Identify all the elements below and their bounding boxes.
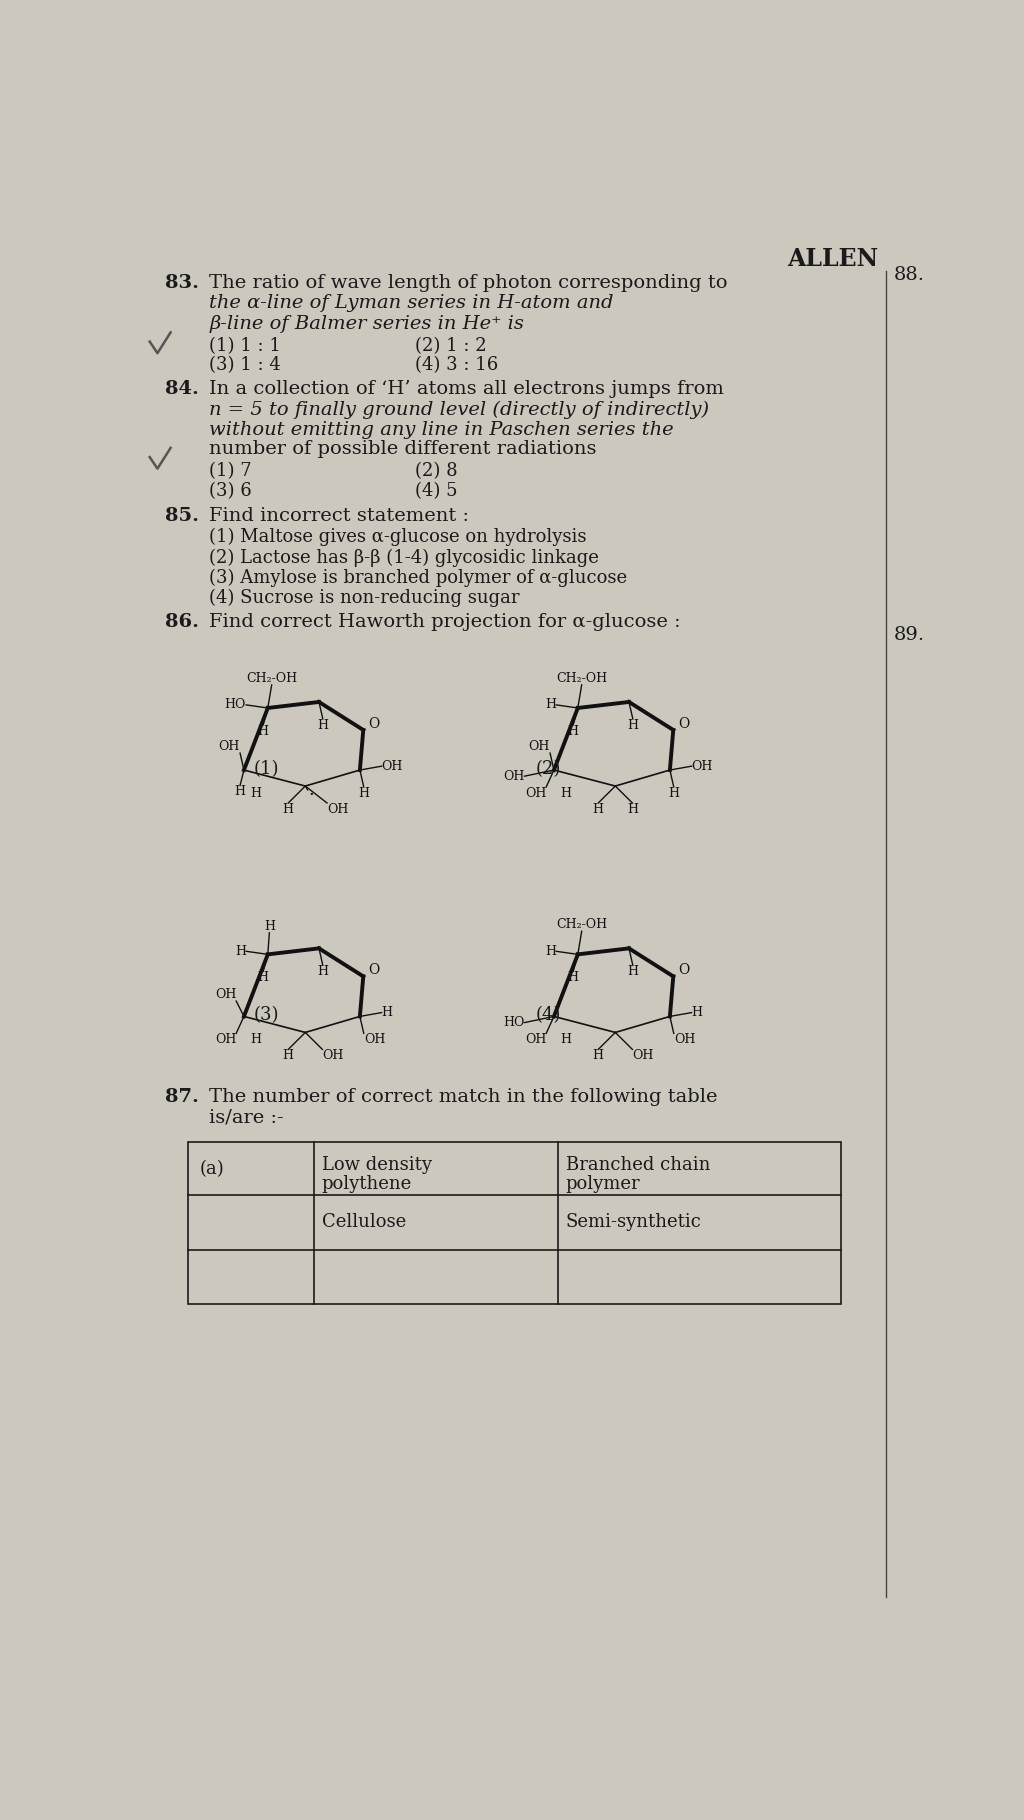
Text: (2): (2) [536,761,560,777]
Text: (4) 5: (4) 5 [415,482,458,500]
Text: H: H [560,786,571,801]
Text: (4) 3 : 16: (4) 3 : 16 [415,357,498,375]
Text: O: O [678,717,689,732]
Text: CH₂-OH: CH₂-OH [556,672,607,684]
Bar [188,1143,841,1305]
Text: ·: · [308,786,314,804]
Text: (1): (1) [254,761,280,777]
Text: Cellulose: Cellulose [322,1214,406,1232]
Text: (2) 1 : 2: (2) 1 : 2 [415,337,486,355]
Text: H: H [567,724,579,737]
Text: H: H [234,786,246,799]
Text: the α-line of Lyman series in H-atom and: the α-line of Lyman series in H-atom and [209,295,613,313]
Text: OH: OH [215,988,237,1001]
Text: H: H [382,1006,392,1019]
Text: is/are :-: is/are :- [209,1108,284,1127]
Text: (4) Sucrose is non-reducing sugar: (4) Sucrose is non-reducing sugar [209,590,520,608]
Text: Find correct Haworth projection for α-glucose :: Find correct Haworth projection for α-gl… [209,613,681,630]
Text: OH: OH [633,1050,653,1063]
Text: (3): (3) [254,1006,280,1025]
Text: (a): (a) [200,1159,225,1178]
Text: (3) Amylose is branched polymer of α-glucose: (3) Amylose is branched polymer of α-glu… [209,570,628,588]
Text: H: H [258,972,268,985]
Text: OH: OH [525,1034,546,1046]
Text: OH: OH [528,741,550,753]
Text: OH: OH [382,759,403,774]
Text: H: H [593,1050,604,1063]
Text: OH: OH [327,803,348,815]
Text: H: H [258,724,268,737]
Text: H: H [283,1050,294,1063]
Text: ALLEN: ALLEN [786,248,878,271]
Text: H: H [264,919,274,934]
Text: OH: OH [691,759,713,774]
Text: 86.: 86. [165,613,200,630]
Text: H: H [317,965,329,979]
Text: n = 5 to finally ground level (directly of indirectly): n = 5 to finally ground level (directly … [209,400,710,419]
Text: OH: OH [364,1034,385,1046]
Text: number of possible different radiations: number of possible different radiations [209,440,597,459]
Text: Find incorrect statement :: Find incorrect statement : [209,508,469,524]
Text: OH: OH [215,1034,237,1046]
Text: OH: OH [219,741,240,753]
Text: OH: OH [323,1050,344,1063]
Text: H: H [628,965,638,979]
Text: H: H [593,803,604,815]
Text: In a collection of ‘H’ atoms all electrons jumps from: In a collection of ‘H’ atoms all electro… [209,380,724,399]
Text: (4): (4) [536,1006,560,1025]
Text: 85.: 85. [165,508,200,524]
Text: H: H [567,972,579,985]
Text: β-line of Balmer series in He⁺ is: β-line of Balmer series in He⁺ is [209,315,524,333]
Text: CH₂-OH: CH₂-OH [556,919,607,932]
Text: H: H [358,786,370,801]
Text: H: H [250,786,261,801]
Text: HO: HO [503,1016,524,1028]
Text: O: O [678,963,689,977]
Text: 84.: 84. [165,380,199,399]
Text: (1) 1 : 1: (1) 1 : 1 [209,337,282,355]
Text: H: H [236,945,246,957]
Text: (3) 6: (3) 6 [209,482,252,500]
Text: O: O [368,717,379,732]
Text: Branched chain: Branched chain [566,1156,711,1174]
Text: (2) Lactose has β-β (1-4) glycosidic linkage: (2) Lactose has β-β (1-4) glycosidic lin… [209,548,599,566]
Text: H: H [545,945,556,957]
Text: H: H [627,803,638,815]
Text: 83.: 83. [165,273,200,291]
Text: without emitting any line in Paschen series the: without emitting any line in Paschen ser… [209,420,674,439]
Text: OH: OH [503,770,524,783]
Text: H: H [283,803,294,815]
Text: H: H [560,1034,571,1046]
Text: (1) 7: (1) 7 [209,462,252,480]
Text: H: H [669,786,679,801]
Text: OH: OH [525,786,546,801]
Text: Semi-synthetic: Semi-synthetic [566,1214,701,1232]
Text: The number of correct match in the following table: The number of correct match in the follo… [209,1088,718,1107]
Text: polythene: polythene [322,1174,412,1192]
Text: H: H [317,719,329,732]
Text: H: H [250,1034,261,1046]
Text: 88.: 88. [894,266,925,284]
Text: CH₂-OH: CH₂-OH [246,672,297,684]
Text: (3) 1 : 4: (3) 1 : 4 [209,357,282,375]
Text: OH: OH [674,1034,695,1046]
Text: H: H [545,699,556,712]
Text: polymer: polymer [566,1174,640,1192]
Text: The ratio of wave length of photon corresponding to: The ratio of wave length of photon corre… [209,273,728,291]
Text: 87.: 87. [165,1088,199,1107]
Text: (1) Maltose gives α-glucose on hydrolysis: (1) Maltose gives α-glucose on hydrolysi… [209,528,587,546]
Text: H: H [628,719,638,732]
Text: O: O [368,963,379,977]
Text: HO: HO [224,699,246,712]
Text: Low density: Low density [322,1156,432,1174]
Text: 89.: 89. [894,626,925,644]
Text: (2) 8: (2) 8 [415,462,458,480]
Text: H: H [691,1006,702,1019]
